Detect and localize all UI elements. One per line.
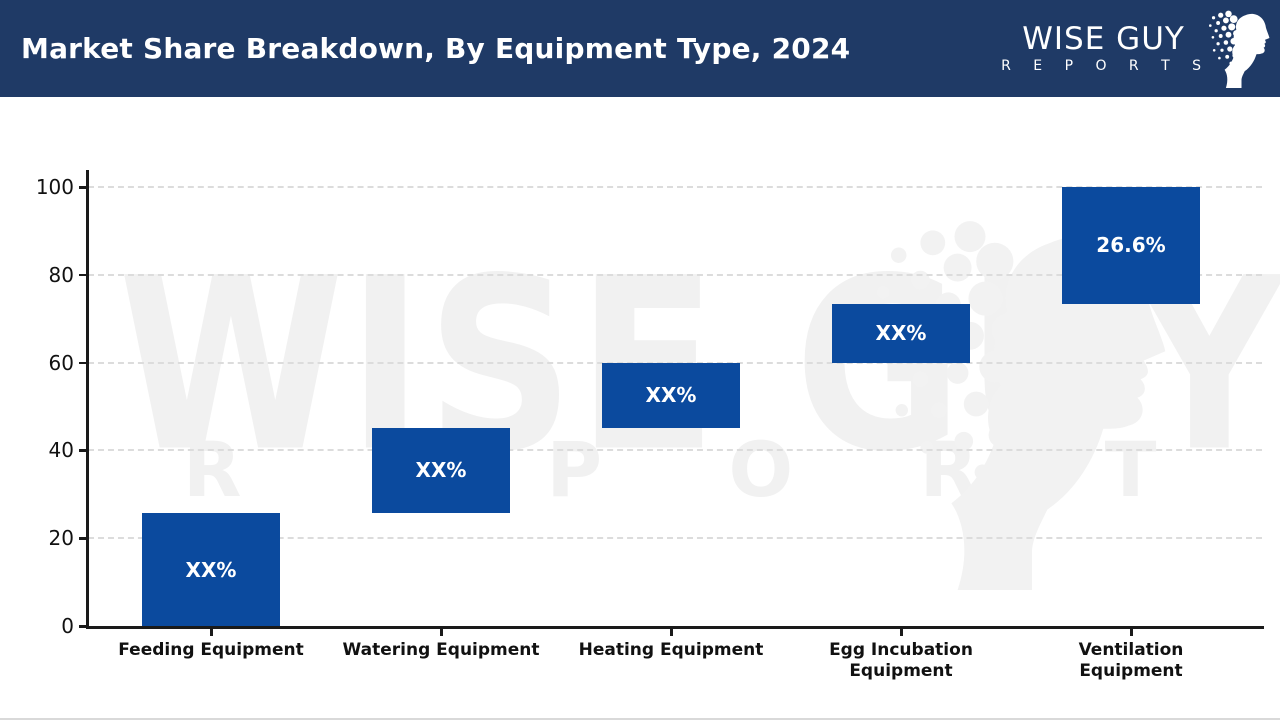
y-tick-label-20: 20 [48,526,74,551]
y-tick-label-60: 60 [48,350,74,375]
y-tick-0 [79,625,87,628]
y-tick-label-80: 80 [48,262,74,287]
x-tick-label-heating-equipment: Heating Equipment [578,640,764,660]
header-bar: Market Share Breakdown, By Equipment Typ… [0,0,1280,97]
gridline-40 [88,449,1262,452]
x-tick-label-feeding-equipment: Feeding Equipment [118,640,304,660]
bar-heating-equipment: XX% [602,362,740,428]
y-tick-100 [79,186,87,189]
x-tick-ventilation-equipment [1130,628,1133,636]
wiseguy-logo-name: WISE GUY [1022,21,1185,58]
bar-label-watering-equipment: XX% [415,458,467,483]
y-tick-20 [79,537,87,540]
x-tick-egg-incubation-equipment [900,628,903,636]
x-axis-spine [86,626,1264,629]
gridline-80 [88,273,1262,276]
wiseguy-logo: WISE GUY R E P O R T S [997,0,1274,97]
y-tick-label-0: 0 [61,614,74,638]
bar-ventilation-equipment: 26.6% [1062,187,1200,304]
wiseguy-head-icon [1209,10,1270,88]
y-axis-spine [86,170,89,628]
x-tick-heating-equipment [670,628,673,636]
bar-label-feeding-equipment: XX% [185,557,237,582]
x-tick-watering-equipment [440,628,443,636]
wiseguy-logo-subtitle: R E P O R T S [1001,57,1210,74]
y-tick-80 [79,273,87,277]
bar-label-heating-equipment: XX% [645,383,697,408]
x-tick-label-ventilation-equipment: Ventilation Equipment [1078,640,1184,682]
gridline-100 [88,186,1262,188]
page-title: Market Share Breakdown, By Equipment Typ… [21,32,851,65]
x-tick-label-watering-equipment: Watering Equipment [342,640,540,660]
x-tick-feeding-equipment [210,628,213,636]
bar-label-ventilation-equipment: 26.6% [1096,233,1166,258]
y-tick-40 [79,449,87,452]
wiseguy-logo-text: WISE GUY R E P O R T S [997,23,1210,74]
bar-egg-incubation-equipment: XX% [832,303,970,363]
bar-watering-equipment: XX% [372,427,510,514]
bar-feeding-equipment: XX% [142,513,280,626]
bar-label-egg-incubation-equipment: XX% [875,321,927,346]
y-tick-label-100: 100 [35,175,74,199]
x-tick-label-egg-incubation-equipment: Egg Incubation Equipment [829,640,973,682]
y-tick-60 [79,361,87,365]
y-tick-label-40: 40 [48,438,74,463]
gridline-20 [88,537,1262,540]
